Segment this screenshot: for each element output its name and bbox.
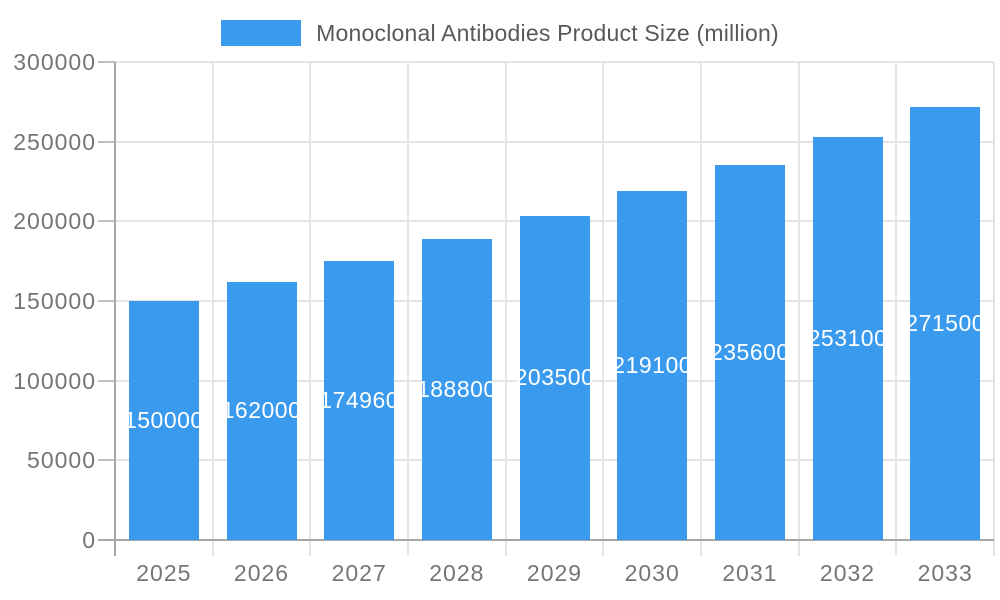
y-tick-mark	[98, 379, 115, 382]
x-axis-label-2026: 2026	[233, 560, 290, 586]
y-axis-label: 50000	[27, 447, 96, 474]
bar-value-label: 162000	[221, 397, 302, 424]
v-gridline	[309, 62, 312, 556]
x-axis-label-2031: 2031	[722, 560, 778, 586]
x-axis-label-2027: 2027	[331, 560, 387, 586]
bar-2032[interactable]: 253100	[808, 136, 887, 540]
bar-2028[interactable]: 188800	[417, 239, 496, 540]
v-gridline	[993, 62, 995, 556]
h-gridline	[115, 140, 994, 143]
x-axis-label-2029: 2029	[526, 560, 583, 586]
x-axis-label-2028: 2028	[429, 560, 485, 586]
bar-value-label: 235600	[709, 338, 790, 365]
v-gridline	[700, 62, 702, 556]
bar-2025[interactable]: 150000	[124, 301, 203, 540]
v-gridline	[211, 62, 214, 556]
y-axis-label: 300000	[13, 49, 96, 75]
v-gridline	[602, 62, 605, 556]
y-axis-label: 200000	[13, 208, 96, 235]
bar-2026[interactable]: 162000	[222, 281, 301, 540]
y-tick-mark	[98, 459, 115, 462]
bar-2033[interactable]: 271500	[905, 107, 985, 540]
y-axis-line	[114, 62, 116, 556]
bar-value-label: 271500	[905, 310, 986, 337]
bar-value-label: 203500	[514, 364, 595, 391]
x-axis-label-2033: 2033	[917, 560, 973, 586]
bar-2031[interactable]: 235600	[710, 164, 789, 540]
y-axis-label: 250000	[13, 128, 96, 155]
h-gridline	[115, 61, 994, 63]
legend-swatch-icon	[221, 20, 302, 46]
bar-value-label: 219100	[612, 351, 693, 378]
bar-2029[interactable]: 203500	[515, 215, 594, 540]
y-tick-mark	[98, 140, 115, 143]
bar-2030[interactable]: 219100	[612, 190, 692, 540]
x-axis-line	[98, 539, 994, 541]
legend-label: Monoclonal Antibodies Product Size (mill…	[316, 20, 779, 46]
x-axis-label-2025: 2025	[136, 560, 192, 586]
x-axis-label-2030: 2030	[624, 560, 680, 586]
x-axis-label-2032: 2032	[819, 560, 876, 586]
y-tick-mark	[98, 220, 115, 223]
chart-legend[interactable]: Monoclonal Antibodies Product Size (mill…	[0, 19, 1000, 47]
v-gridline	[407, 62, 409, 556]
y-tick-mark	[98, 61, 115, 63]
bar-value-label: 150000	[123, 407, 204, 433]
bar-value-label: 188800	[416, 376, 497, 403]
bar-value-label: 174960	[319, 387, 400, 414]
v-gridline	[504, 62, 507, 556]
y-axis-label: 0	[82, 527, 96, 553]
v-gridline	[895, 62, 898, 556]
y-tick-mark	[98, 300, 115, 302]
v-gridline	[797, 62, 800, 556]
y-axis-label: 150000	[13, 288, 96, 314]
bar-2027[interactable]: 174960	[319, 261, 399, 540]
y-axis-label: 100000	[13, 367, 96, 394]
bar-value-label: 253100	[807, 324, 888, 351]
